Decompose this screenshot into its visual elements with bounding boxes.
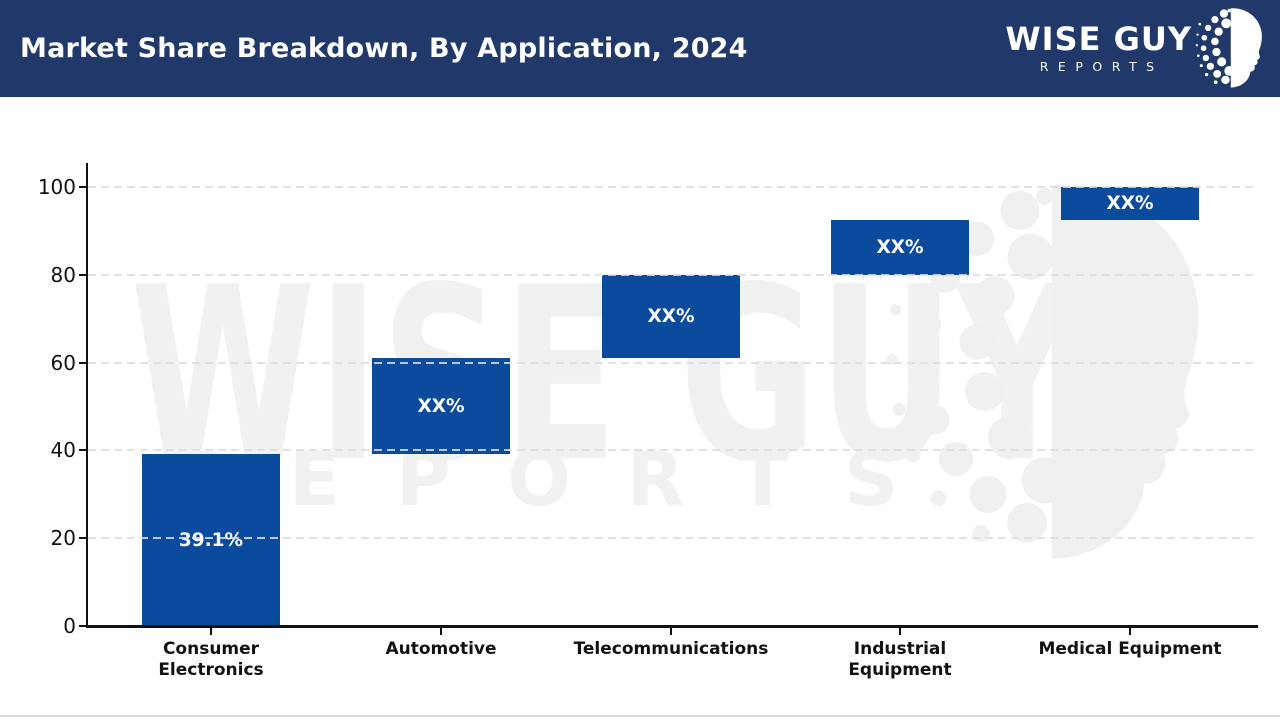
y-tick-mark — [79, 625, 88, 627]
gridline-100 — [88, 186, 1258, 188]
logo-text: WISE GUY REPORTS — [1005, 23, 1192, 74]
bar-value-label: XX% — [876, 237, 924, 259]
bar-5: XX% — [1061, 187, 1199, 221]
x-tick-mark — [670, 626, 672, 635]
y-axis-line — [86, 163, 88, 628]
chart-title: Market Share Breakdown, By Application, … — [20, 33, 748, 64]
y-tick-mark — [79, 186, 88, 188]
x-category-line: Industrial — [853, 639, 947, 659]
gridline-40 — [88, 449, 1258, 452]
y-tick-label: 80 — [50, 262, 76, 287]
y-tick-label: 100 — [37, 175, 76, 199]
x-category-line: Consumer — [162, 639, 260, 659]
x-category-line: Equipment — [848, 660, 952, 680]
y-tick-label: 40 — [50, 438, 76, 463]
x-tick-mark — [899, 626, 901, 635]
bar-value-label: XX% — [417, 395, 465, 417]
x-category-label: Telecommunications — [553, 639, 789, 660]
y-tick-mark — [79, 361, 88, 364]
x-category-label: Medical Equipment — [1012, 639, 1248, 660]
y-tick-label: 60 — [50, 350, 76, 375]
x-category-label: Industrial Equipment — [782, 639, 1018, 681]
y-tick-mark — [79, 273, 88, 276]
logo-subtitle: REPORTS — [1039, 59, 1164, 74]
y-tick-label: 20 — [50, 526, 76, 551]
x-category-line: Telecommunications — [573, 639, 769, 659]
bar-value-label: XX% — [1106, 193, 1154, 215]
bar-3: XX% — [602, 274, 740, 359]
wiseguy-logo: WISE GUY REPORTS — [1005, 6, 1266, 92]
x-category-label: Automotive — [323, 639, 559, 660]
gridline-80 — [88, 273, 1258, 276]
watermark-head-icon — [886, 185, 1199, 559]
bar-value-label: XX% — [647, 306, 695, 327]
bar-2: XX% — [372, 358, 510, 455]
bar-4: XX% — [831, 220, 969, 275]
x-axis-line — [86, 625, 1258, 628]
gridline-20 — [88, 537, 1258, 540]
x-category-line: Automotive — [385, 639, 497, 659]
gridline-60 — [88, 361, 1258, 364]
x-tick-mark — [1129, 626, 1131, 635]
y-tick-mark — [79, 449, 88, 452]
x-category-line: Medical Equipment — [1038, 639, 1222, 659]
x-category-line: Electronics — [158, 660, 264, 680]
bar-1: 39.1% — [142, 454, 280, 626]
x-category-label: Consumer Electronics — [93, 639, 329, 681]
header-bar: Market Share Breakdown, By Application, … — [0, 0, 1280, 97]
bar-value-label: 39.1% — [178, 529, 244, 551]
bottom-divider — [0, 715, 1280, 717]
x-tick-mark — [210, 626, 212, 635]
x-tick-mark — [440, 626, 442, 635]
y-tick-label: 0 — [63, 614, 76, 638]
y-tick-mark — [79, 537, 88, 540]
logo-wordmark: WISE GUY — [1005, 20, 1192, 58]
logo-head-icon — [1195, 7, 1262, 87]
